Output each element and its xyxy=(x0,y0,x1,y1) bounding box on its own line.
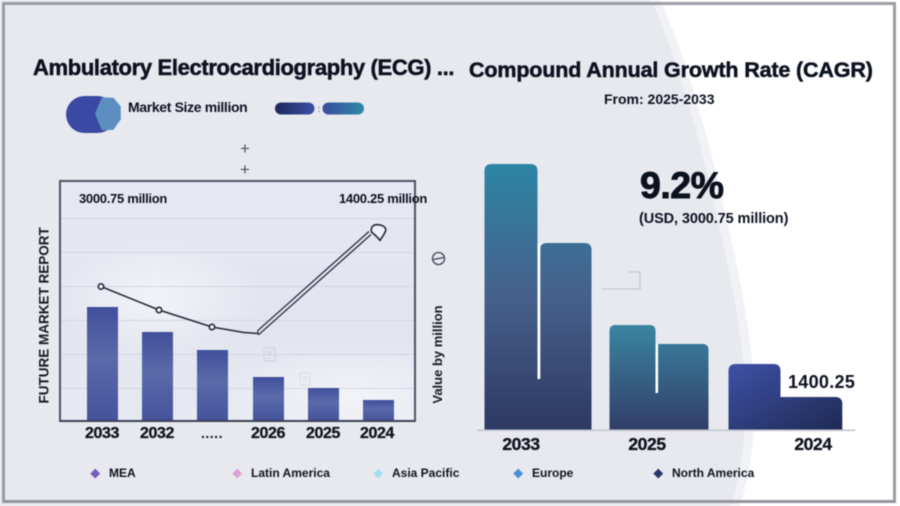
svg-text::: : xyxy=(318,104,321,114)
